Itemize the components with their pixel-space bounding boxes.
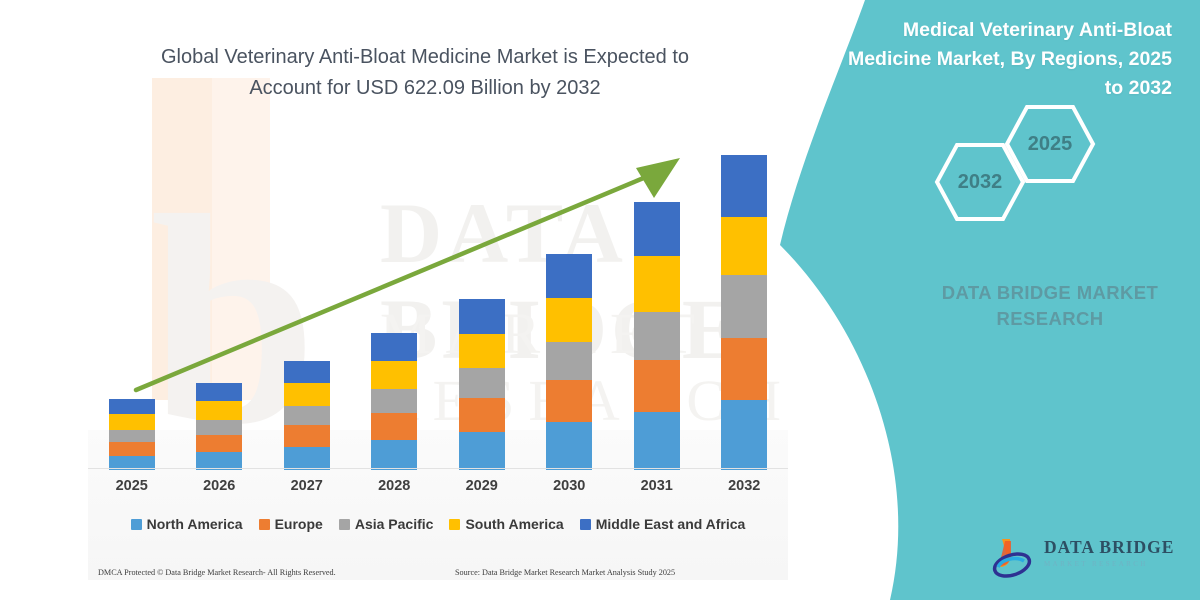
bar-segment	[458, 299, 505, 334]
bar-segment	[546, 298, 593, 342]
bar-segment	[371, 333, 418, 361]
chart-legend: North America Europe Asia Pacific South Ame…	[88, 512, 788, 536]
x-axis-label-2032: 2032	[728, 478, 761, 494]
hexagon-badges: 2032 2025	[926, 105, 1106, 224]
bar-segment	[283, 383, 330, 406]
bar-segment	[546, 254, 593, 298]
bar-segment	[546, 342, 593, 380]
bar-segment	[633, 256, 680, 312]
bar-segment	[371, 440, 418, 470]
logo-sub-text: MARKET RESEARCH	[1044, 560, 1148, 568]
bar-segment	[458, 368, 505, 398]
logo-main-text: DATA BRIDGE	[1044, 537, 1175, 557]
bar-2030	[546, 254, 593, 470]
x-axis-label-2030: 2030	[553, 478, 586, 494]
bar-segment	[546, 380, 593, 422]
x-axis-label-2027: 2027	[290, 478, 323, 494]
legend-label: North America	[146, 516, 243, 532]
bar-segment	[721, 217, 768, 275]
bar-segment	[196, 435, 243, 452]
bar-segment	[371, 413, 418, 440]
panel-brand-line1: DATA BRIDGE MARKET	[941, 282, 1159, 303]
bar-segment	[108, 414, 155, 430]
legend-swatch-icon	[338, 518, 350, 530]
legend-label: Middle East and Africa	[595, 516, 746, 532]
bar-segment	[371, 389, 418, 413]
x-axis-label-2028: 2028	[378, 478, 411, 494]
legend-item[interactable]: Europe	[258, 516, 323, 532]
bar-segment	[546, 422, 593, 470]
bar-2032	[721, 155, 768, 470]
bar-segment	[283, 361, 330, 383]
bar-2027	[283, 361, 330, 470]
legend-label: Europe	[274, 516, 323, 532]
teal-side-panel	[770, 0, 1200, 600]
bar-segment	[196, 452, 243, 470]
x-axis-label-2025: 2025	[115, 478, 148, 494]
x-axis-label-2026: 2026	[203, 478, 236, 494]
bar-segment	[108, 442, 155, 456]
bar-segment	[458, 334, 505, 368]
x-axis-line	[88, 468, 788, 469]
bar-segment	[633, 312, 680, 360]
bar-segment	[283, 425, 330, 447]
page-title: Global Veterinary Anti-Bloat Medicine Ma…	[160, 46, 690, 99]
bar-segment	[108, 430, 155, 442]
legend-swatch-icon	[130, 518, 142, 530]
legend-swatch-icon	[258, 518, 270, 530]
bar-2029	[458, 299, 505, 470]
stacked-bar-chart	[88, 140, 788, 470]
bar-2025	[108, 399, 155, 470]
databridge-logo: DATA BRIDGE MARKET RESEARCH	[992, 533, 1192, 581]
bar-segment	[633, 202, 680, 256]
hexagon-label-2025: 2025	[1027, 132, 1073, 155]
bar-2031	[633, 202, 680, 470]
hexagon-label-2032: 2032	[957, 170, 1003, 193]
bar-segment	[283, 447, 330, 470]
legend-item[interactable]: South America	[449, 516, 564, 532]
x-axis-labels: 2025 2026 2027 2028 2029 2030 2031 2032	[88, 478, 788, 502]
bar-segment	[283, 406, 330, 425]
x-axis-label-2031: 2031	[640, 478, 673, 494]
databridge-logo-text: DATA BRIDGE MARKET RESEARCH	[1044, 537, 1194, 568]
bar-segment	[371, 361, 418, 389]
panel-brand-line2: RESEARCH	[996, 308, 1104, 329]
legend-item[interactable]: Middle East and Africa	[579, 516, 746, 532]
legend-swatch-icon	[579, 518, 591, 530]
x-axis-label-2029: 2029	[465, 478, 498, 494]
teal-panel-shape	[780, 0, 1200, 600]
bar-segment	[721, 338, 768, 400]
hexagon-badge-2032: 2032	[934, 142, 1026, 222]
databridge-logo-mark-icon	[992, 535, 1036, 579]
panel-title: Medical Veterinary Anti-Bloat Medicine M…	[847, 19, 1172, 99]
legend-item[interactable]: North America	[130, 516, 243, 532]
hexagon-badge-2025: 2025	[1004, 104, 1096, 184]
bar-segment	[721, 275, 768, 338]
bar-segment	[196, 401, 243, 420]
legend-label: Asia Pacific	[354, 516, 434, 532]
bar-segment	[108, 456, 155, 470]
bar-segment	[721, 400, 768, 470]
bar-segment	[458, 432, 505, 470]
bar-segment	[196, 383, 243, 401]
footer-copyright: DMCA Protected © Data Bridge Market Rese…	[98, 568, 336, 577]
bar-2026	[196, 383, 243, 470]
bar-segment	[633, 412, 680, 470]
footer-source: Source: Data Bridge Market Research Mark…	[455, 568, 676, 577]
bar-segment	[633, 360, 680, 412]
bar-segment	[458, 398, 505, 432]
legend-swatch-icon	[449, 518, 461, 530]
legend-label: South America	[465, 516, 564, 532]
legend-item[interactable]: Asia Pacific	[338, 516, 434, 532]
bar-segment	[721, 155, 768, 217]
panel-brand-text: DATA BRIDGE MARKET RESEARCH	[905, 280, 1195, 332]
bar-segment	[108, 399, 155, 414]
bar-segment	[196, 420, 243, 435]
bar-2028	[371, 333, 418, 470]
